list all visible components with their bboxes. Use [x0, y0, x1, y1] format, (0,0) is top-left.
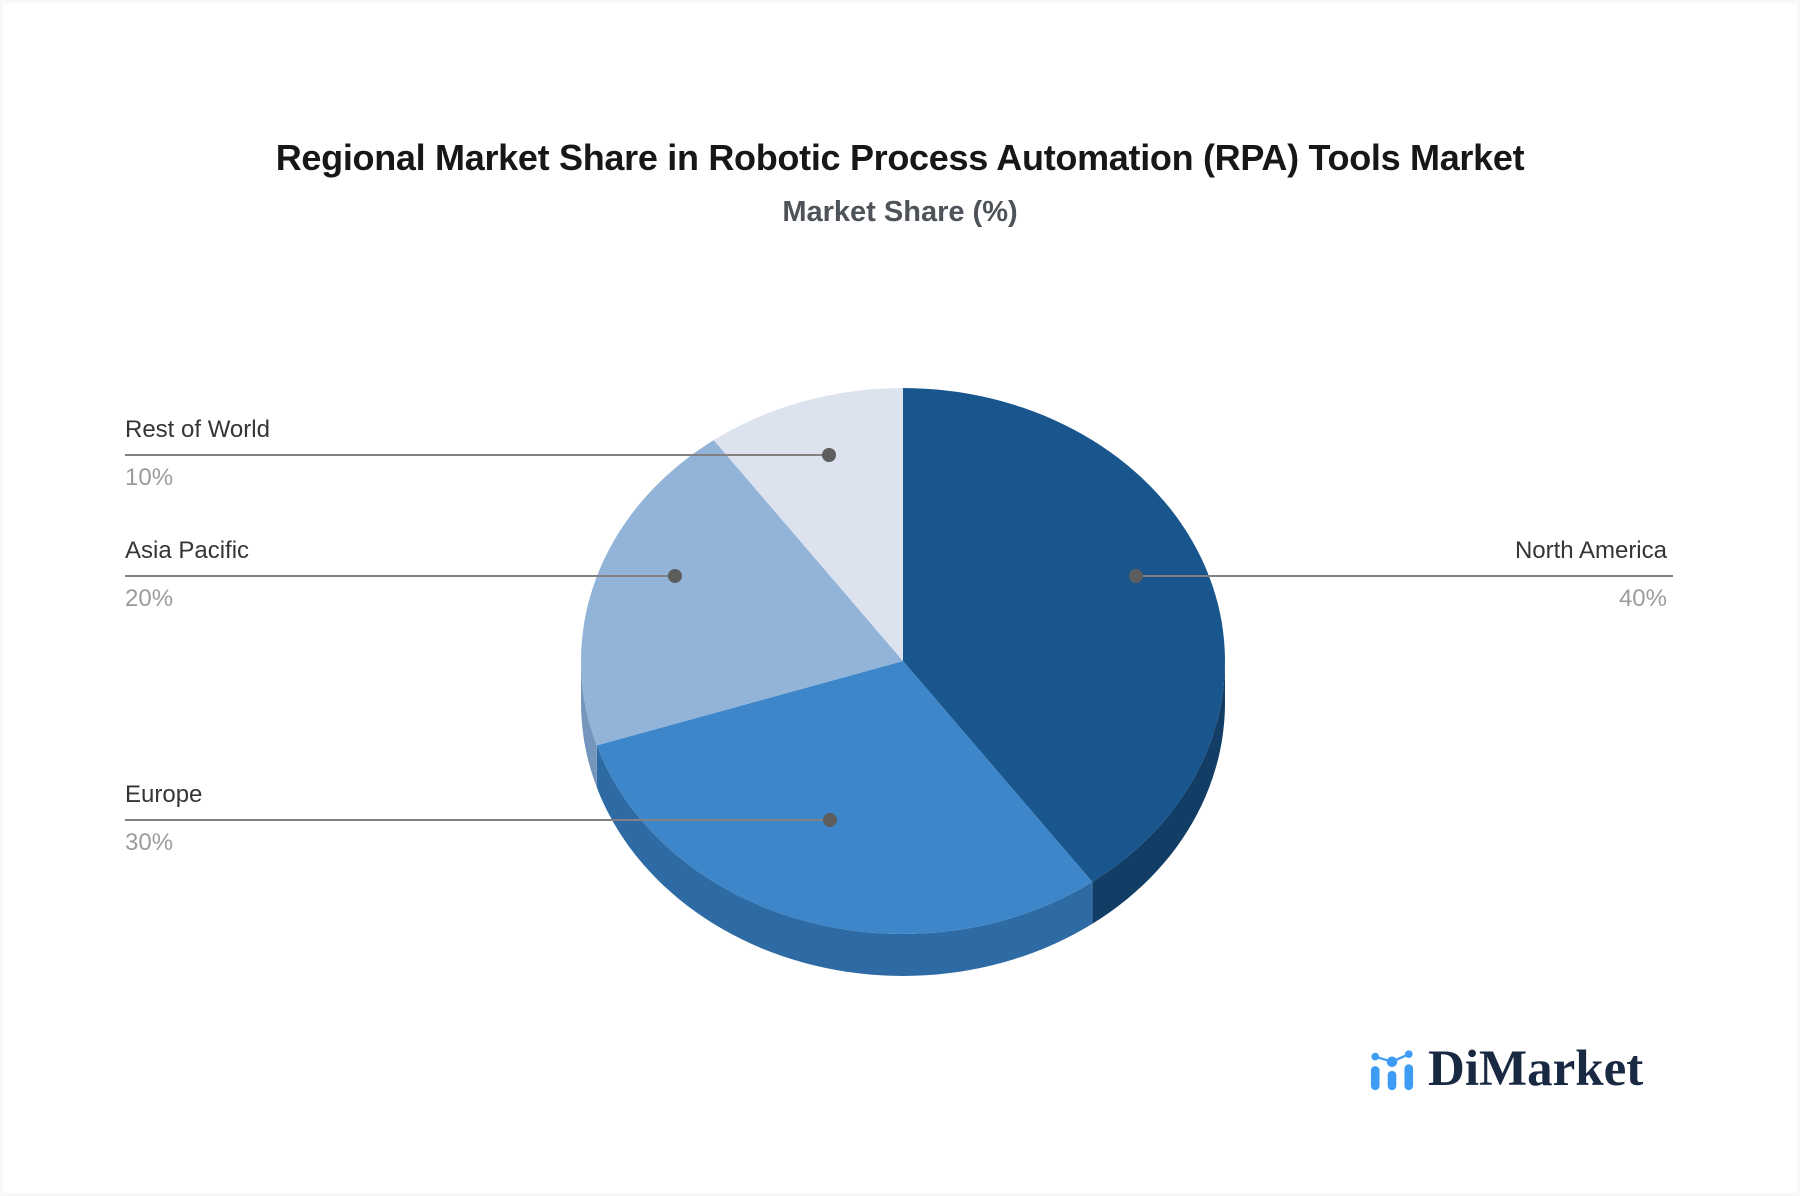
pie-slice-side-north-america	[1092, 661, 1225, 924]
slice-percent: 20%	[125, 585, 174, 612]
leader-dot-asia-pacific	[668, 569, 682, 583]
chart-subtitle: Market Share (%)	[782, 196, 1018, 228]
slice-percent: 40%	[1618, 585, 1667, 612]
callout-asia-pacific: Asia Pacific 20%	[125, 536, 845, 612]
callout-rest-of-world: Rest of World 10%	[125, 415, 845, 491]
pie-slice-side-europe	[596, 745, 1093, 976]
chart-title: Regional Market Share in Robotic Process…	[275, 137, 1525, 178]
slice-percent: 30%	[125, 829, 174, 856]
pie-slice-asia-pacific	[581, 440, 903, 746]
slice-label: Rest of World	[125, 416, 270, 443]
pie-slice-side-asia-pacific	[581, 661, 597, 788]
brand-logo-text: DiMarket	[1428, 1041, 1644, 1097]
brand-logo: DiMarket	[1369, 1043, 1643, 1095]
leader-dot-north-america	[1129, 569, 1143, 583]
pie-slice-europe	[596, 661, 1093, 934]
callout-europe: Europe 30%	[125, 780, 845, 856]
callout-north-america: North America 40%	[1127, 536, 1667, 612]
pie-chart	[125, 388, 1673, 976]
leader-dot-rest-of-world	[822, 448, 836, 462]
slice-label: Europe	[125, 781, 203, 808]
leader-dot-europe	[823, 813, 837, 827]
pie-slice-rest-of-world	[713, 388, 903, 661]
slice-label: Asia Pacific	[125, 537, 250, 564]
slice-label: North America	[1514, 537, 1667, 564]
pie-slice-north-america	[903, 388, 1225, 882]
slice-percent: 10%	[125, 464, 174, 491]
bar-chart-icon	[1370, 1050, 1414, 1091]
